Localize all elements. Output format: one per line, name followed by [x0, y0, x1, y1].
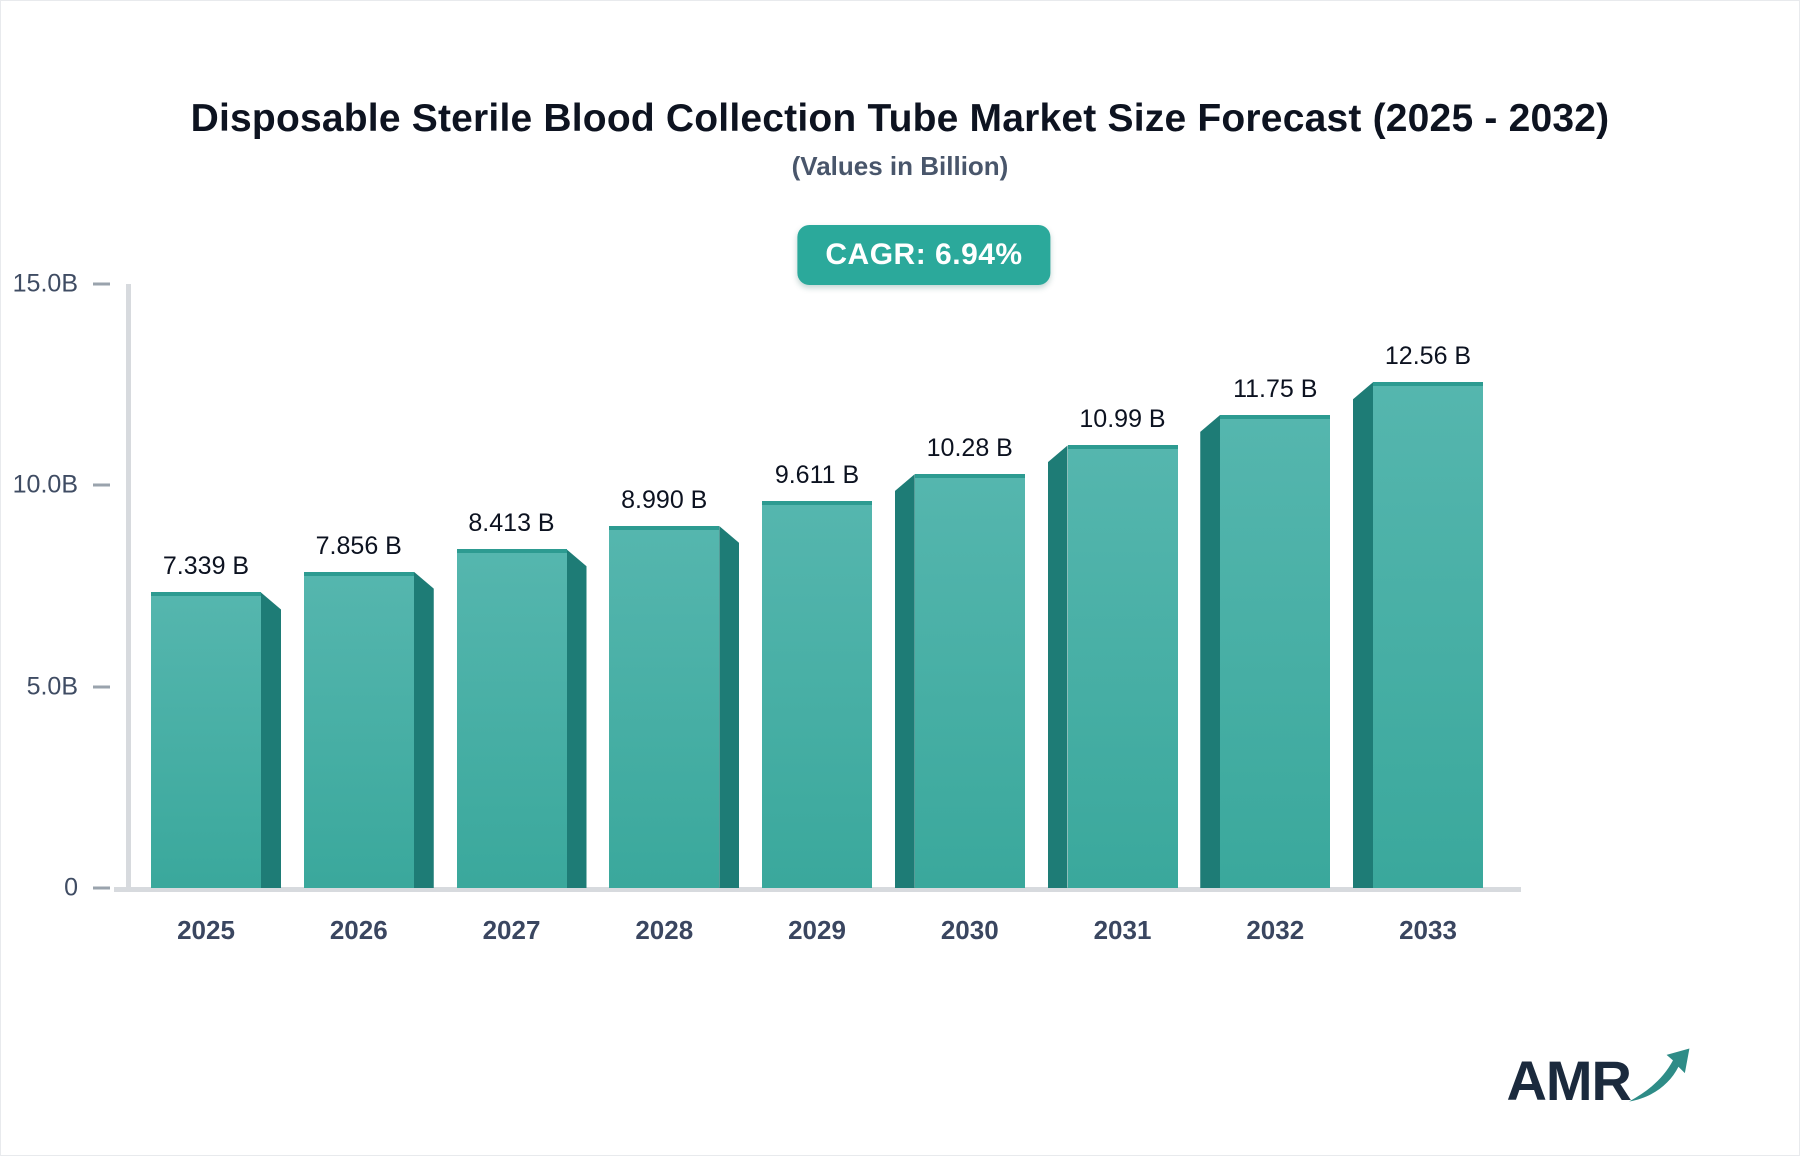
bars-container: 7.339 B 2025 7.856 B 2026 8.413 B 2027 8.990 B…: [131, 284, 1521, 945]
bar-face: [1373, 382, 1483, 888]
bar-value-label: 10.28 B: [926, 434, 1013, 463]
bar-3d-side: [1200, 414, 1221, 888]
bar-group-2030: 10.28 B 2030: [894, 434, 1025, 945]
bar-value-label: 11.75 B: [1233, 374, 1318, 403]
x-axis-label-2030: 2030: [940, 915, 999, 945]
bar-group-2025: 7.339 B 2025: [151, 552, 281, 945]
bar-value-label: 10.99 B: [1079, 405, 1166, 434]
chart-subtitle: (Values in Billion): [791, 151, 1009, 181]
bar-face: [456, 549, 567, 888]
x-axis-label-2025: 2025: [177, 915, 235, 945]
chart-plot-area: 15.0B 10.0B 5.0B 0 7.339 B 2025 7.856 B 2026 8.…: [13, 270, 1521, 945]
bar-3d-side: [413, 571, 434, 888]
bar-group-2033: 12.56 B 2033: [1353, 342, 1483, 945]
x-axis-label-2031: 2031: [1093, 915, 1152, 945]
y-tick-mark: [93, 685, 110, 689]
x-axis-label-2026: 2026: [329, 915, 388, 945]
bar-value-label: 7.339 B: [162, 552, 250, 581]
bar-value-label: 7.856 B: [315, 531, 402, 560]
bar-value-label: 8.413 B: [468, 509, 555, 538]
bar-value-label: 8.990 B: [621, 486, 708, 515]
amr-logo: AMR: [1506, 1043, 1699, 1109]
page-title: Disposable Sterile Blood Collection Tube…: [190, 97, 1610, 140]
cagr-badge: CAGR: 6.94%: [797, 225, 1051, 285]
x-axis-label-2032: 2032: [1246, 915, 1305, 945]
bar-3d-side: [566, 549, 587, 888]
bar-face: [1220, 414, 1331, 888]
bar-value-label: 12.56 B: [1384, 342, 1472, 371]
bar-value-label: 9.611 B: [774, 461, 860, 489]
bar-face: [609, 526, 720, 888]
bar-group-2032: 11.75 B 2032: [1200, 375, 1331, 945]
bar-face: [914, 474, 1025, 888]
y-axis-line: [126, 284, 131, 888]
y-tick-label: 0: [64, 873, 78, 902]
bar-face: [1067, 445, 1178, 888]
x-axis-label-2029: 2029: [788, 915, 846, 945]
y-tick-label: 5.0B: [26, 672, 78, 701]
bar-3d-side: [894, 474, 915, 888]
y-tick-mark: [93, 282, 110, 286]
y-tick-label: 10.0B: [12, 470, 78, 499]
bar-3d-side: [719, 526, 740, 888]
y-tick-mark: [93, 483, 110, 487]
bar-face: [762, 501, 872, 888]
bar-group-2029: 9.611 B 2029: [762, 461, 872, 945]
bar-group-2026: 7.856 B 2026: [303, 532, 434, 945]
y-tick-mark: [93, 886, 110, 890]
bar-face: [303, 571, 414, 888]
bar-group-2031: 10.99 B 2031: [1047, 405, 1178, 945]
amr-logo-text: AMR: [1506, 1049, 1632, 1112]
trend-arrow-icon: [1629, 1048, 1690, 1102]
bar-3d-side: [1353, 382, 1373, 888]
x-axis-label-2028: 2028: [635, 915, 694, 945]
y-tick-label: 15.0B: [12, 269, 78, 298]
x-axis-line: [114, 887, 1521, 892]
bar-3d-side: [1047, 445, 1068, 888]
bar-group-2028: 8.990 B 2028: [609, 486, 740, 945]
bar-face: [151, 592, 261, 888]
x-axis-label-2027: 2027: [482, 915, 541, 945]
bar-3d-side: [261, 592, 281, 888]
bar-group-2027: 8.413 B 2027: [456, 509, 587, 945]
x-axis-label-2033: 2033: [1399, 915, 1457, 945]
